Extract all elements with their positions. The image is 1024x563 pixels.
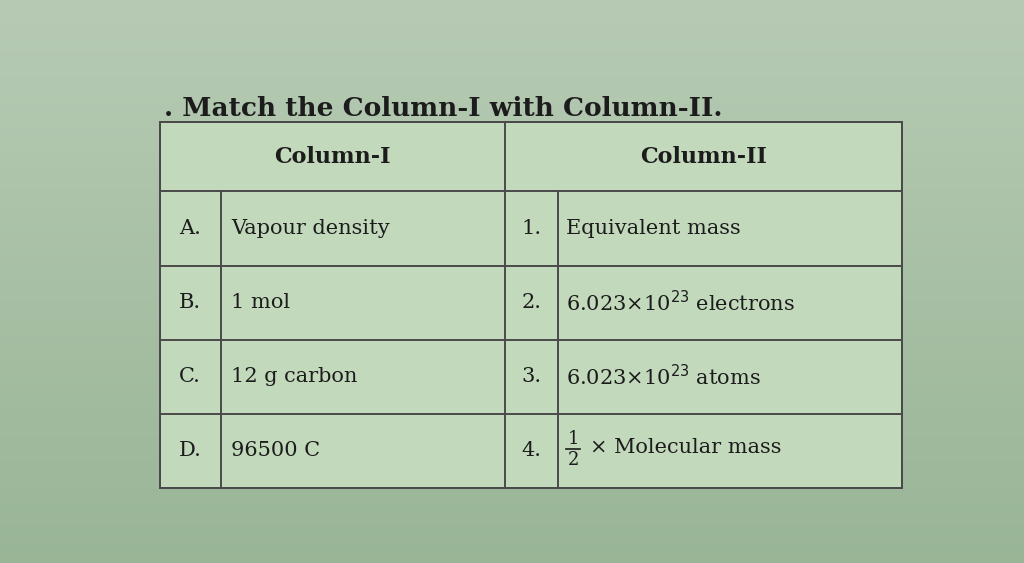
Text: . Match the Column-I with Column-II.: . Match the Column-I with Column-II. [164, 96, 722, 120]
Text: 1.: 1. [521, 219, 542, 238]
Text: 1: 1 [567, 430, 579, 448]
Bar [160, 122, 902, 488]
Text: 3.: 3. [521, 367, 542, 386]
Text: Equivalent mass: Equivalent mass [566, 219, 741, 238]
Text: 2: 2 [567, 451, 579, 469]
Text: 1 mol: 1 mol [230, 293, 290, 312]
Text: Column-I: Column-I [274, 146, 390, 168]
Text: 6.023×10$^{23}$ electrons: 6.023×10$^{23}$ electrons [566, 290, 795, 315]
Text: 96500 C: 96500 C [230, 441, 321, 461]
Text: A.: A. [179, 219, 201, 238]
Text: C.: C. [179, 367, 201, 386]
Text: B.: B. [179, 293, 202, 312]
Text: D.: D. [179, 441, 202, 461]
Text: Vapour density: Vapour density [230, 219, 390, 238]
Text: 2.: 2. [521, 293, 542, 312]
Text: Column-II: Column-II [640, 146, 767, 168]
Text: 6.023×10$^{23}$ atoms: 6.023×10$^{23}$ atoms [566, 364, 761, 390]
Text: × Molecular mass: × Molecular mass [590, 438, 781, 457]
Text: 4.: 4. [521, 441, 542, 461]
Text: 12 g carbon: 12 g carbon [230, 367, 357, 386]
